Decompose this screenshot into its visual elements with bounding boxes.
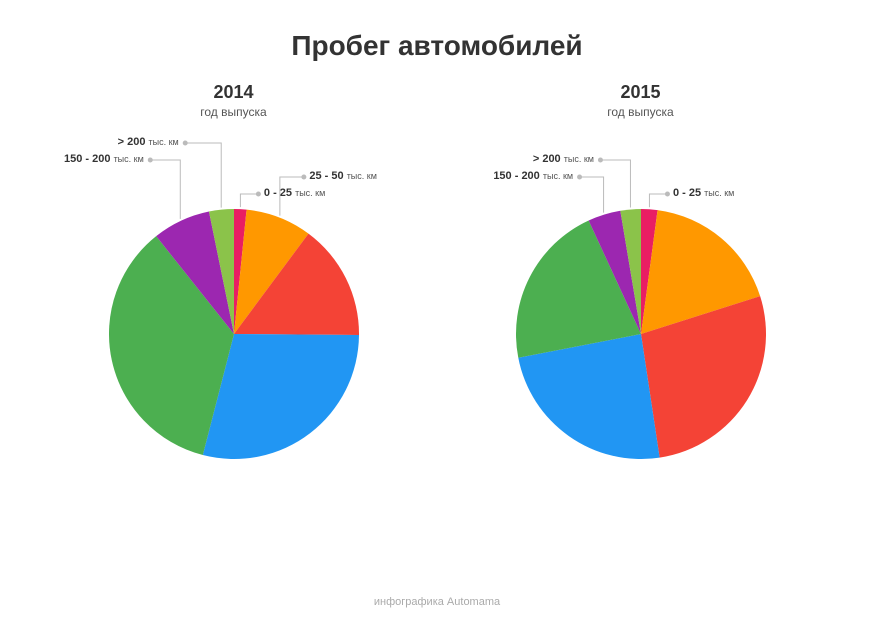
chart-subtitle: год выпуска xyxy=(441,105,841,119)
callout-label: 150 - 200 тыс. км xyxy=(493,170,573,182)
callout-label: 25 - 50 тыс. км xyxy=(309,170,377,182)
chart-year: 2015 xyxy=(441,82,841,103)
callout-label: > 200 тыс. км xyxy=(533,153,594,165)
chart-subtitle: год выпуска xyxy=(34,105,434,119)
callout-label: 150 - 200 тыс. км xyxy=(64,153,144,165)
callout-label: > 200 тыс. км xyxy=(118,136,179,148)
chart-2015: 2015 год выпуска25 - 50тыс. км50 - 75тыс.… xyxy=(441,82,841,499)
charts-row: 2014год выпуска50 - 75тыс. км75 - 100тыс… xyxy=(0,82,874,499)
footer-credit: инфографика Automama xyxy=(0,596,874,608)
pie-wrap: 50 - 75тыс. км75 - 100тыс. км100 - 150ты… xyxy=(34,119,434,499)
page-title: Пробег автомобилей xyxy=(0,30,874,62)
pie-chart xyxy=(516,209,766,459)
pie-wrap: 25 - 50тыс. км50 - 75тыс. км75 - 100тыс.… xyxy=(441,119,841,499)
callout-label: 0 - 25 тыс. км xyxy=(673,187,734,199)
chart-year: 2014 xyxy=(34,82,434,103)
pie-chart xyxy=(109,209,359,459)
chart-2014: 2014 год выпуска50 - 75тыс. км75 - 100тыс… xyxy=(34,82,434,499)
callout-label: 0 - 25 тыс. км xyxy=(264,187,325,199)
